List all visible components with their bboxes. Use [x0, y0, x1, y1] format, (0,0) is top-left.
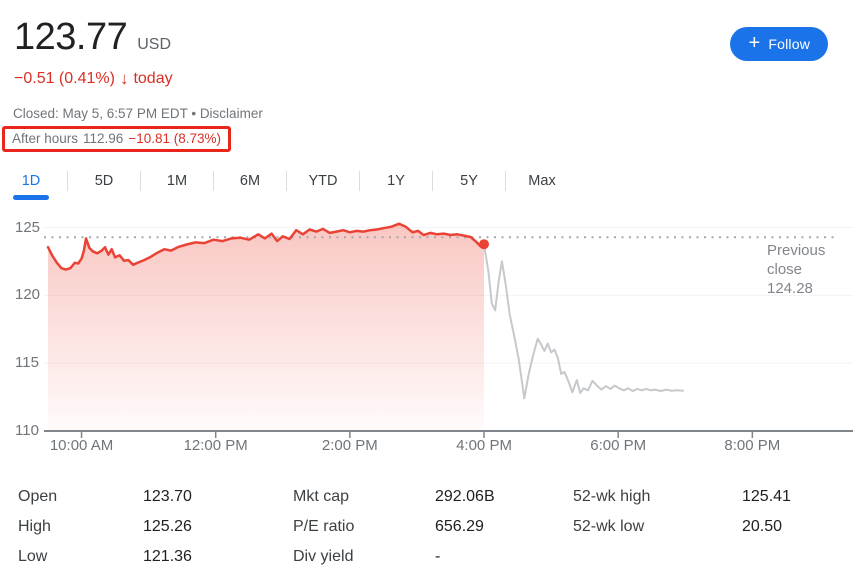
x-axis-label: 2:00 PM — [321, 437, 378, 454]
stat-value: 123.70 — [143, 488, 192, 505]
tab-1d[interactable]: 1D — [0, 162, 67, 200]
after-hours-change: −10.81 (8.73%) — [128, 131, 222, 146]
tab-divider — [432, 171, 433, 191]
stat-row-mkt-cap: Mkt cap 292.06B — [293, 482, 495, 512]
stat-label: P/E ratio — [293, 518, 355, 535]
stat-value: 656.29 — [435, 518, 484, 535]
stat-row-open: Open 123.70 — [18, 482, 192, 512]
y-axis-label: 115 — [15, 354, 39, 372]
x-axis-label: 8:00 PM — [724, 437, 781, 454]
stats-column-1: Open 123.70 High 125.26 Low 121.36 — [18, 482, 192, 572]
chart-canvas[interactable] — [0, 208, 859, 460]
y-axis-label: 120 — [15, 286, 41, 304]
stat-label: 52-wk high — [573, 488, 651, 505]
x-axis-label: 6:00 PM — [590, 437, 647, 454]
tab-6m[interactable]: 6M — [214, 162, 286, 200]
stat-row-52wk-low: 52-wk low 20.50 — [573, 512, 791, 542]
stat-value: 125.26 — [143, 518, 192, 535]
stat-row-low: Low 121.36 — [18, 542, 192, 572]
disclaimer-link[interactable]: Disclaimer — [199, 106, 263, 121]
price-row: 123.77 USD — [14, 14, 171, 60]
tab-divider — [213, 171, 214, 191]
stat-label: 52-wk low — [573, 518, 645, 535]
price-change-row: −0.51 (0.41%) ↓ today — [14, 69, 173, 89]
change-period-label: today — [133, 70, 173, 87]
price-chart: Previous close 124.28 110 115 120 125 10:00 … — [0, 208, 859, 460]
market-status-text: Closed: May 5, 6:57 PM EDT • — [13, 106, 200, 121]
tab-label: 5D — [94, 173, 114, 189]
previous-close-value: 124.28 — [767, 280, 813, 297]
stat-label: Mkt cap — [293, 488, 350, 505]
follow-button[interactable]: + Follow — [730, 27, 828, 61]
tab-label: 1D — [21, 173, 41, 189]
tab-label: 1M — [166, 173, 188, 189]
time-range-tabs: 1D 5D 1M 6M YTD 1Y 5Y Max — [0, 162, 578, 200]
x-axis-label: 10:00 AM — [49, 437, 114, 454]
previous-close-line2: close — [767, 261, 803, 278]
tab-label: Max — [528, 173, 556, 189]
stat-row-high: High 125.26 — [18, 512, 192, 542]
x-axis-label: 4:00 PM — [456, 437, 512, 454]
previous-close-callout: Previous close 124.28 — [767, 241, 825, 298]
tab-divider — [359, 171, 360, 191]
stat-row-52wk-high: 52-wk high 125.41 — [573, 482, 791, 512]
follow-button-label: Follow — [768, 36, 810, 52]
market-status-line: Closed: May 5, 6:57 PM EDT • Disclaimer — [13, 106, 263, 121]
tab-label: 6M — [239, 173, 261, 189]
after-hours-price: 112.96 — [83, 131, 124, 146]
previous-close-line1: Previous — [767, 242, 826, 259]
stats-column-3: 52-wk high 125.41 52-wk low 20.50 — [573, 482, 791, 542]
stat-label: Open — [18, 488, 58, 505]
arrow-down-icon: ↓ — [119, 69, 129, 88]
stat-label: Div yield — [293, 548, 354, 565]
tab-5y[interactable]: 5Y — [433, 162, 505, 200]
currency-label: USD — [137, 36, 172, 53]
tab-divider — [67, 171, 68, 191]
stat-value: 20.50 — [742, 518, 783, 535]
tab-divider — [286, 171, 287, 191]
stat-row-div-yield: Div yield - — [293, 542, 495, 572]
stat-value: 121.36 — [143, 548, 192, 565]
after-hours-annotation-box: After hours 112.96 −10.81 (8.73%) — [2, 126, 232, 152]
current-price: 123.77 — [14, 16, 128, 58]
tab-label: 5Y — [460, 173, 478, 189]
tab-divider — [140, 171, 141, 191]
tab-max[interactable]: Max — [506, 162, 578, 200]
plus-icon: + — [748, 32, 761, 54]
stat-value: 125.41 — [742, 488, 791, 505]
stat-label: High — [18, 518, 51, 535]
stat-label: Low — [18, 548, 48, 565]
tab-ytd[interactable]: YTD — [287, 162, 359, 200]
tab-5d[interactable]: 5D — [68, 162, 140, 200]
stat-value: - — [435, 548, 441, 565]
tab-label: 1Y — [387, 173, 405, 189]
y-axis-label: 110 — [15, 422, 39, 439]
after-hours-label: After hours — [12, 131, 79, 146]
tab-divider — [505, 171, 506, 191]
stat-value: 292.06B — [435, 488, 495, 505]
tab-1y[interactable]: 1Y — [360, 162, 432, 200]
tab-label: YTD — [308, 173, 338, 189]
stat-row-pe-ratio: P/E ratio 656.29 — [293, 512, 495, 542]
x-axis-label: 12:00 PM — [183, 437, 248, 454]
y-axis-label: 125 — [15, 218, 41, 236]
stats-column-2: Mkt cap 292.06B P/E ratio 656.29 Div yie… — [293, 482, 495, 572]
active-tab-underline — [13, 195, 49, 200]
tab-1m[interactable]: 1M — [141, 162, 213, 200]
price-change: −0.51 (0.41%) — [14, 70, 115, 87]
